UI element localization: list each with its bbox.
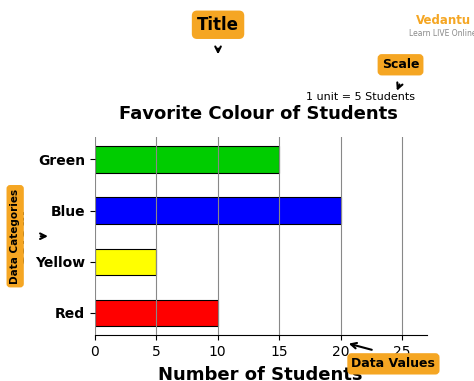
Text: Vedantu: Vedantu [416, 14, 471, 27]
Bar [95, 300, 218, 326]
Text: Title: Title [197, 16, 239, 34]
Text: Scale: Scale [382, 58, 419, 71]
Text: Learn LIVE Online: Learn LIVE Online [410, 29, 474, 38]
Bar [95, 248, 156, 275]
Y-axis label: Colour: Colour [10, 206, 28, 267]
Text: 1 unit = 5 Students: 1 unit = 5 Students [306, 92, 415, 102]
Bar [95, 146, 279, 173]
Text: Data Values: Data Values [352, 357, 435, 370]
X-axis label: Number of Students: Number of Students [158, 366, 363, 381]
Text: Data Categories: Data Categories [10, 189, 20, 284]
Bar [95, 197, 341, 224]
Text: Favorite Colour of Students: Favorite Colour of Students [119, 105, 398, 123]
